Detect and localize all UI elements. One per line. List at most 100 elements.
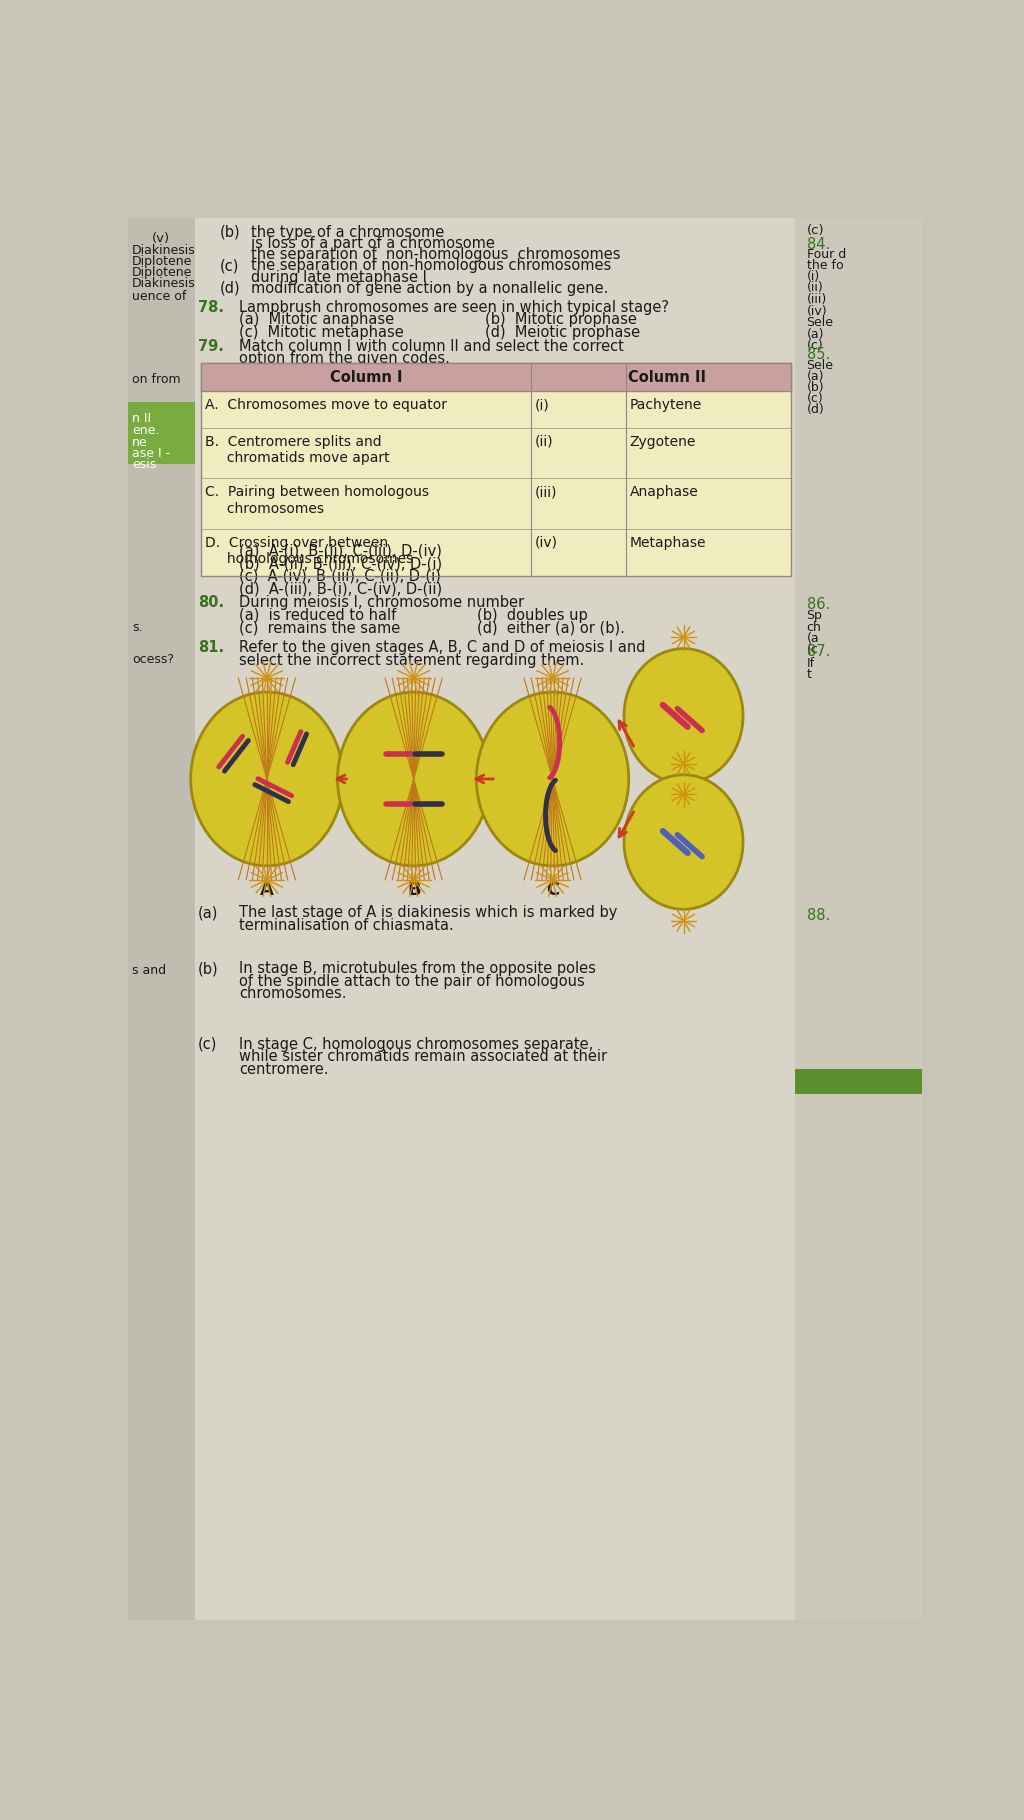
Text: ene.: ene. <box>132 424 160 437</box>
Text: (c): (c) <box>807 391 823 406</box>
Text: D.  Crossing over between
     homologous chromosomes: D. Crossing over between homologous chro… <box>205 535 414 566</box>
Text: (b): (b) <box>219 224 240 240</box>
Text: (c): (c) <box>807 224 824 237</box>
Text: 84.: 84. <box>807 237 829 251</box>
Text: (b)  Mitotic prophase: (b) Mitotic prophase <box>485 313 637 328</box>
Text: A.  Chromosomes move to equator: A. Chromosomes move to equator <box>205 399 447 413</box>
Text: (a): (a) <box>807 328 824 340</box>
Text: ch: ch <box>807 621 821 633</box>
Text: s.: s. <box>132 621 142 633</box>
Ellipse shape <box>338 692 489 866</box>
Text: (c: (c <box>807 642 818 655</box>
Bar <box>128 218 196 1620</box>
Text: 80.: 80. <box>198 595 224 610</box>
Text: s and: s and <box>132 965 166 977</box>
Text: 85.: 85. <box>807 348 829 362</box>
Text: (d)  A-(iii), B-(i), C-(iv), D-(ii): (d) A-(iii), B-(i), C-(iv), D-(ii) <box>240 581 442 597</box>
Text: In stage C, homologous chromosomes separate,: In stage C, homologous chromosomes separ… <box>240 1037 593 1052</box>
Bar <box>795 218 922 1620</box>
Text: (d)  either (a) or (b).: (d) either (a) or (b). <box>477 621 625 635</box>
Text: C.  Pairing between homologous
     chromosomes: C. Pairing between homologous chromosome… <box>205 486 429 515</box>
Text: Lampbrush chromosomes are seen in which typical stage?: Lampbrush chromosomes are seen in which … <box>240 300 669 315</box>
Text: (d): (d) <box>807 404 824 417</box>
Text: during late metaphase I: during late metaphase I <box>251 269 427 284</box>
Text: chromosomes.: chromosomes. <box>240 986 346 1001</box>
Text: 88.: 88. <box>807 908 829 923</box>
Bar <box>795 1068 922 1094</box>
Text: (ii): (ii) <box>536 435 554 450</box>
Text: (a)  A-(i), B-(ii), C-(iii), D-(iv): (a) A-(i), B-(ii), C-(iii), D-(iv) <box>240 544 442 559</box>
Text: (v): (v) <box>152 233 170 246</box>
Text: the separation of  non-homologous  chromosomes: the separation of non-homologous chromos… <box>251 248 621 262</box>
Text: If: If <box>807 657 815 670</box>
Text: 8: 8 <box>812 1072 824 1090</box>
Text: Column I: Column I <box>330 369 402 386</box>
Bar <box>196 218 795 1620</box>
Bar <box>128 402 196 464</box>
Text: 86.: 86. <box>807 597 829 612</box>
Text: (b)  A-(ii), B-(iii), C-(iv), D-(i): (b) A-(ii), B-(iii), C-(iv), D-(i) <box>240 557 442 571</box>
Text: (c)  remains the same: (c) remains the same <box>240 621 400 635</box>
Text: (c): (c) <box>807 339 823 351</box>
Text: The last stage of A is diakinesis which is marked by: The last stage of A is diakinesis which … <box>240 905 617 921</box>
Text: Zygotene: Zygotene <box>630 435 696 450</box>
Text: (a): (a) <box>807 369 824 382</box>
Text: while sister chromatids remain associated at their: while sister chromatids remain associate… <box>240 1050 607 1065</box>
Bar <box>201 364 791 391</box>
Text: (b)  doubles up: (b) doubles up <box>477 608 588 622</box>
Text: uence of: uence of <box>132 289 186 302</box>
Text: t: t <box>807 668 811 681</box>
Text: (c)  Mitotic metaphase: (c) Mitotic metaphase <box>240 326 403 340</box>
Text: of the spindle attach to the pair of homologous: of the spindle attach to the pair of hom… <box>240 974 585 988</box>
Bar <box>201 364 791 577</box>
Text: 87.: 87. <box>807 644 829 659</box>
Text: n II: n II <box>132 411 152 424</box>
Text: (b): (b) <box>198 961 218 976</box>
Text: ocess?: ocess? <box>132 653 174 666</box>
Text: Diakinesis: Diakinesis <box>132 277 196 289</box>
Text: Diplotene: Diplotene <box>132 255 193 268</box>
Ellipse shape <box>190 692 343 866</box>
Text: B: B <box>407 881 421 899</box>
Text: select the incorrect statement regarding them.: select the incorrect statement regarding… <box>240 653 585 668</box>
Text: (c): (c) <box>219 258 239 273</box>
Text: C: C <box>546 881 559 899</box>
Text: Four d: Four d <box>807 248 846 260</box>
Text: (b): (b) <box>807 380 824 393</box>
Text: is loss of a part of a chromosome: is loss of a part of a chromosome <box>251 237 495 251</box>
Text: (c)  A-(iv), B-(iii), C-(ii), D-(i): (c) A-(iv), B-(iii), C-(ii), D-(i) <box>240 568 441 584</box>
Text: Diakinesis: Diakinesis <box>132 244 196 257</box>
Text: centromere.: centromere. <box>240 1063 329 1077</box>
Text: During meiosis I, chromosome number: During meiosis I, chromosome number <box>240 595 524 610</box>
Text: 78.: 78. <box>198 300 224 315</box>
Text: Diplotene: Diplotene <box>132 266 193 278</box>
Text: (d)  Meiotic prophase: (d) Meiotic prophase <box>485 326 640 340</box>
Text: (i): (i) <box>807 269 820 284</box>
Text: the type of a chromosome: the type of a chromosome <box>251 224 444 240</box>
Ellipse shape <box>476 692 629 866</box>
Text: the separation of non-homologous chromosomes: the separation of non-homologous chromos… <box>251 258 611 273</box>
Text: Sp: Sp <box>807 610 822 622</box>
Text: on from: on from <box>132 373 180 386</box>
Text: (iv): (iv) <box>807 306 827 318</box>
Text: ase I -: ase I - <box>132 448 170 460</box>
Text: Sele: Sele <box>807 359 834 371</box>
Text: (a)  Mitotic anaphase: (a) Mitotic anaphase <box>240 313 394 328</box>
Text: Anaphase: Anaphase <box>630 486 698 499</box>
Text: (ii): (ii) <box>807 282 823 295</box>
Text: (i): (i) <box>536 399 550 413</box>
Ellipse shape <box>624 648 743 783</box>
Text: (iii): (iii) <box>536 486 558 499</box>
Text: Sele: Sele <box>807 317 834 329</box>
Text: Match column I with column II and select the correct: Match column I with column II and select… <box>240 339 624 353</box>
Text: (a: (a <box>807 632 819 644</box>
Text: terminalisation of chiasmata.: terminalisation of chiasmata. <box>240 917 454 932</box>
Text: (iv): (iv) <box>536 535 558 550</box>
Text: (c): (c) <box>198 1037 217 1052</box>
Text: (iii): (iii) <box>807 293 826 306</box>
Text: (a): (a) <box>198 905 218 921</box>
Text: (d): (d) <box>219 280 240 297</box>
Text: Metaphase: Metaphase <box>630 535 706 550</box>
Text: 79.: 79. <box>198 339 223 353</box>
Ellipse shape <box>624 775 743 910</box>
